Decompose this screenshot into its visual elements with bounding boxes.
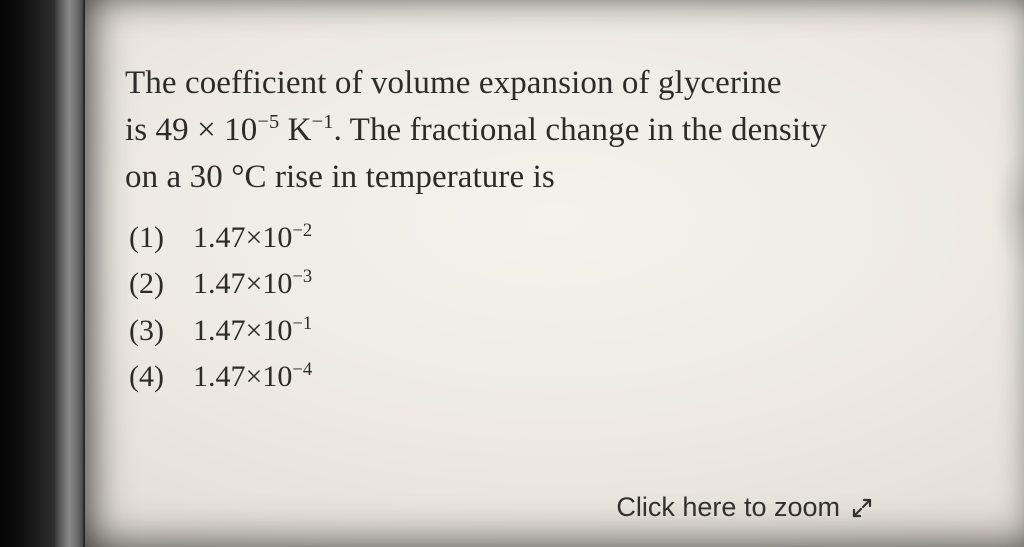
screen-area: The coefficient of volume expansion of g…	[85, 0, 1024, 547]
option-value: 1.47×10−2	[193, 215, 312, 262]
device-frame: The coefficient of volume expansion of g…	[0, 0, 1024, 547]
option-base: 1.47×10	[193, 221, 292, 254]
question-exp-1: −5	[257, 111, 279, 133]
question-exp-2: −1	[312, 111, 334, 133]
option-row[interactable]: (4) 1.47×10−4	[129, 354, 984, 401]
option-number: (3)	[129, 308, 193, 355]
option-base: 1.47×10	[193, 267, 292, 300]
options-list: (1) 1.47×10−2 (2) 1.47×10−3 (3) 1.47×10−…	[125, 215, 984, 401]
option-base: 1.47×10	[193, 314, 292, 347]
option-number: (2)	[129, 261, 193, 308]
zoom-button[interactable]: Click here to zoom	[616, 492, 874, 523]
question-line-2-suffix: . The fractional change in the density	[334, 112, 827, 148]
expand-icon	[850, 496, 874, 520]
option-exp: −2	[292, 220, 312, 241]
option-exp: −1	[292, 313, 312, 334]
question-block: The coefficient of volume expansion of g…	[125, 60, 984, 401]
left-bezel	[0, 0, 55, 547]
question-text: The coefficient of volume expansion of g…	[125, 60, 984, 201]
question-line-1: The coefficient of volume expansion of g…	[125, 65, 782, 101]
option-row[interactable]: (3) 1.47×10−1	[129, 308, 984, 355]
question-line-2-prefix: is 49 × 10	[125, 112, 257, 148]
option-row[interactable]: (2) 1.47×10−3	[129, 261, 984, 308]
question-line-2-mid: K	[279, 112, 311, 148]
bezel-metal-strip	[55, 0, 85, 547]
option-row[interactable]: (1) 1.47×10−2	[129, 215, 984, 262]
option-value: 1.47×10−1	[193, 308, 312, 355]
question-line-3: on a 30 °C rise in temperature is	[125, 159, 555, 195]
option-number: (1)	[129, 215, 193, 262]
option-exp: −3	[292, 266, 312, 287]
option-base: 1.47×10	[193, 360, 292, 393]
edge-shadow	[992, 150, 1024, 270]
option-exp: −4	[292, 359, 312, 380]
option-number: (4)	[129, 354, 193, 401]
zoom-label: Click here to zoom	[616, 492, 840, 523]
option-value: 1.47×10−3	[193, 261, 312, 308]
option-value: 1.47×10−4	[193, 354, 312, 401]
